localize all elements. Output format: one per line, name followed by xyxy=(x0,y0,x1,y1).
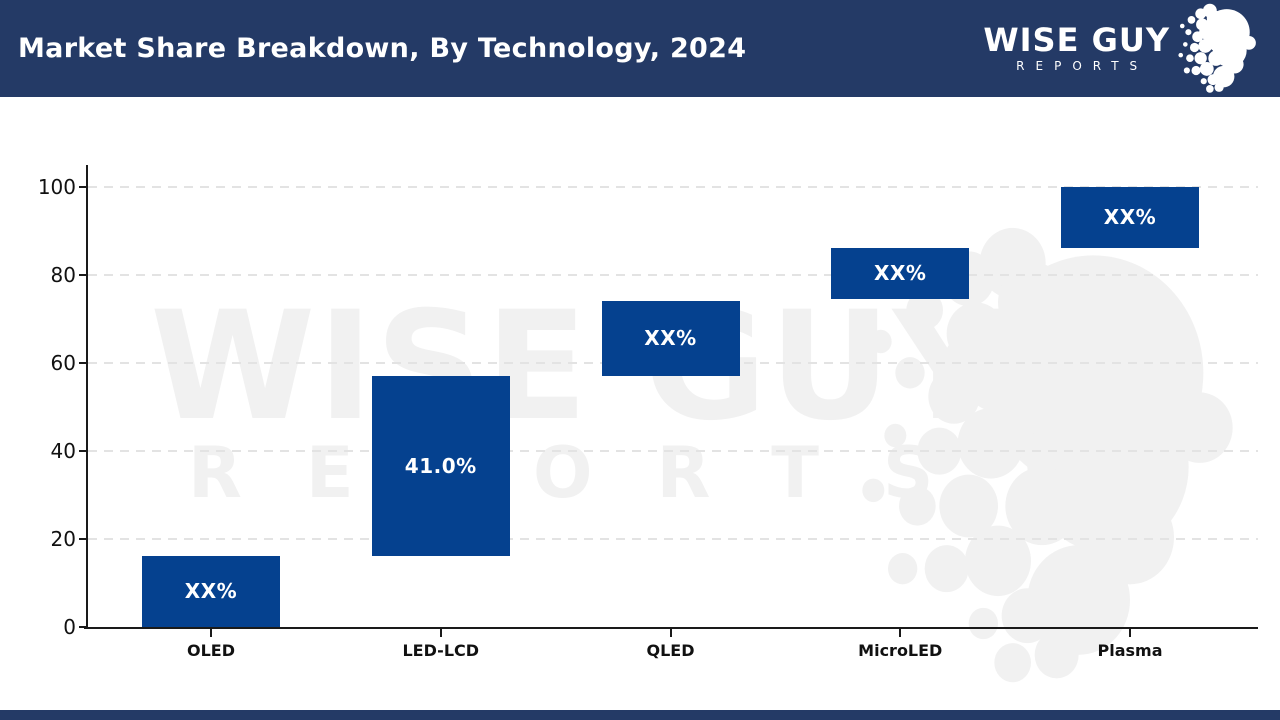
bar-value-label-microled: XX% xyxy=(874,261,927,286)
y-tick-label-80: 80 xyxy=(50,262,76,287)
bar-led-lcd: 41.0% xyxy=(371,375,510,557)
brand-subtitle: REPORTS xyxy=(1016,59,1149,73)
y-tick-mark-80 xyxy=(79,273,87,276)
watermark-head-icon xyxy=(862,227,1233,683)
gridline-100 xyxy=(88,185,1258,188)
x-tick-mark-microled xyxy=(899,629,902,637)
gridline-40 xyxy=(88,449,1258,452)
x-tick-mark-led-lcd xyxy=(439,629,442,637)
bar-value-label-led-lcd: 41.0% xyxy=(404,453,477,478)
header-band: Market Share Breakdown, By Technology, 2… xyxy=(0,0,1280,97)
x-tick-mark-plasma xyxy=(1129,629,1131,637)
x-tick-mark-qled xyxy=(669,629,672,637)
gridline-20 xyxy=(88,537,1258,540)
x-axis-spine xyxy=(84,627,1258,629)
bar-qled: XX% xyxy=(601,301,740,376)
y-tick-mark-20 xyxy=(79,537,87,540)
y-tick-mark-60 xyxy=(79,361,87,364)
bar-value-label-qled: XX% xyxy=(644,326,697,351)
brand-name: WISE GUY xyxy=(983,21,1170,59)
bar-plasma: XX% xyxy=(1061,186,1199,249)
y-tick-mark-40 xyxy=(79,449,87,452)
x-tick-label-oled: OLED xyxy=(186,641,235,660)
bar-microled: XX% xyxy=(831,248,970,299)
y-tick-label-0: 0 xyxy=(63,614,76,639)
brand-logo: WISE GUY REPORTS xyxy=(983,3,1262,95)
x-tick-label-qled: QLED xyxy=(646,641,695,660)
bar-value-label-plasma: XX% xyxy=(1103,205,1157,230)
y-tick-label-40: 40 xyxy=(50,438,76,463)
brand-head-icon xyxy=(1178,3,1256,93)
x-tick-label-led-lcd: LED-LCD xyxy=(402,641,480,660)
x-tick-mark-oled xyxy=(210,629,212,637)
y-tick-label-60: 60 xyxy=(50,350,76,375)
x-tick-label-plasma: Plasma xyxy=(1097,641,1163,660)
y-tick-mark-0 xyxy=(79,625,87,628)
gridline-80 xyxy=(88,273,1258,276)
page-title: Market Share Breakdown, By Technology, 2… xyxy=(18,33,747,64)
brand-logo-text: WISE GUY REPORTS xyxy=(983,24,1170,73)
y-axis-spine xyxy=(86,165,88,629)
y-tick-label-100: 100 xyxy=(37,174,76,199)
watermark-text-line1: WISE GUY xyxy=(150,280,1004,454)
y-tick-label-20: 20 xyxy=(50,526,76,551)
x-tick-label-microled: MicroLED xyxy=(858,641,943,660)
y-tick-mark-100 xyxy=(79,185,87,188)
bar-oled: XX% xyxy=(142,556,280,627)
footer-band xyxy=(0,710,1280,720)
bar-value-label-oled: XX% xyxy=(184,579,238,604)
